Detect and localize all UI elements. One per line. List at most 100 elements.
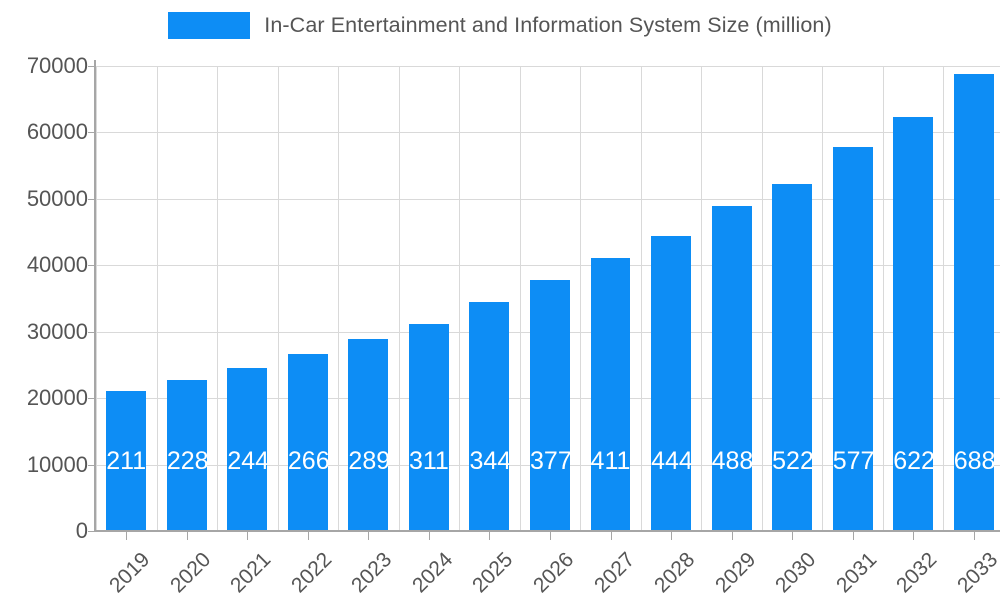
bar[interactable] xyxy=(106,390,147,531)
x-tick-label-text: 2032 xyxy=(892,548,942,598)
bar[interactable] xyxy=(348,339,389,531)
y-tick-label: 40000 xyxy=(26,252,88,278)
x-tick-mark xyxy=(610,532,612,540)
bar-group[interactable]: 44470 xyxy=(651,66,692,531)
y-tick-mark xyxy=(88,331,95,333)
x-tick-mark xyxy=(792,532,794,540)
gridline-vertical xyxy=(157,66,158,531)
gridline-vertical xyxy=(822,66,823,531)
gridline-vertical xyxy=(96,66,97,531)
x-tick-mark xyxy=(126,532,128,540)
bar-group[interactable]: 34472 xyxy=(469,66,510,531)
bar-group[interactable]: 52290 xyxy=(772,66,813,531)
gridline-vertical xyxy=(943,66,944,531)
y-tick-mark xyxy=(88,464,95,466)
x-tick-label-text: 2028 xyxy=(650,548,700,598)
y-tick-mark xyxy=(88,398,95,400)
x-tick-label-text: 2029 xyxy=(710,548,760,598)
x-tick-label-text: 2033 xyxy=(952,548,1000,598)
y-tick-label: 70000 xyxy=(26,53,88,78)
x-tick-mark xyxy=(247,532,249,540)
bar[interactable] xyxy=(166,379,207,531)
gridline-vertical xyxy=(338,66,339,531)
bar-group[interactable]: 21150 xyxy=(106,66,147,531)
y-tick-mark xyxy=(88,265,95,267)
x-tick-mark xyxy=(852,532,854,540)
bar[interactable] xyxy=(893,117,934,531)
x-tick-label-text: 2031 xyxy=(831,548,881,598)
bar[interactable] xyxy=(832,147,873,531)
x-tick-label-text: 2023 xyxy=(347,548,397,598)
gridline-vertical xyxy=(701,66,702,531)
bar[interactable] xyxy=(953,73,994,531)
x-tick-mark xyxy=(671,532,673,540)
gridline-horizontal xyxy=(96,198,1000,200)
y-tick-mark xyxy=(88,198,95,200)
y-tick-label: 30000 xyxy=(26,318,88,344)
legend-label: In-Car Entertainment and Information Sys… xyxy=(264,13,832,37)
bar-group[interactable]: 57760 xyxy=(832,66,873,531)
plot-area: 21150 22800 24480 26680 28900 31150 34472 37780… xyxy=(96,66,1000,532)
gridline-vertical xyxy=(641,66,642,531)
x-axis-line xyxy=(94,530,1000,532)
bar-group[interactable]: 41110 xyxy=(590,66,631,531)
x-tick-mark xyxy=(307,532,309,540)
bar[interactable] xyxy=(711,206,752,531)
y-axis-line xyxy=(94,60,96,532)
bar[interactable] xyxy=(772,183,813,531)
chart-legend: In-Car Entertainment and Information Sys… xyxy=(0,12,1000,39)
y-tick-label: 20000 xyxy=(26,385,88,411)
bar-group[interactable]: 62270 xyxy=(893,66,934,531)
legend-color-swatch xyxy=(168,12,251,39)
gridline-vertical xyxy=(883,66,884,531)
gridline-vertical xyxy=(217,66,218,531)
gridline-vertical xyxy=(459,66,460,531)
gridline-horizontal xyxy=(96,66,1000,67)
x-tick-mark xyxy=(186,532,188,540)
gridline-vertical xyxy=(580,66,581,531)
gridline-vertical xyxy=(762,66,763,531)
x-tick-mark xyxy=(368,532,370,540)
y-tick-label: 60000 xyxy=(26,119,88,145)
gridline-vertical xyxy=(399,66,400,531)
x-tick-label-text: 2027 xyxy=(589,548,639,598)
y-tick-mark xyxy=(88,531,95,532)
bar-group[interactable]: 31150 xyxy=(408,66,449,531)
bar-group[interactable]: 68830 xyxy=(953,66,994,531)
bar-group[interactable]: 28900 xyxy=(348,66,389,531)
gridline-vertical xyxy=(278,66,279,531)
x-tick-mark xyxy=(973,532,975,540)
x-tick-mark xyxy=(550,532,551,540)
x-tick-label-text: 2019 xyxy=(105,548,155,598)
x-tick-label-text: 2021 xyxy=(226,548,276,598)
x-tick-label-text: 2022 xyxy=(286,548,337,598)
bar[interactable] xyxy=(227,368,268,531)
y-tick-mark xyxy=(88,66,95,67)
gridline-horizontal xyxy=(96,132,1000,134)
x-tick-label-text: 2030 xyxy=(771,548,821,598)
x-tick-label-text: 2026 xyxy=(528,548,579,598)
bar[interactable] xyxy=(590,257,631,531)
x-tick-label-text: 2020 xyxy=(165,548,216,598)
y-tick-label: 0 xyxy=(75,518,88,543)
bar[interactable] xyxy=(651,235,692,531)
x-tick-mark xyxy=(428,532,430,540)
x-tick-mark xyxy=(731,532,733,540)
bar[interactable] xyxy=(469,302,510,531)
bar-group[interactable]: 37780 xyxy=(530,66,570,531)
y-tick-label: 50000 xyxy=(26,185,88,211)
bar-group[interactable]: 22800 xyxy=(166,66,207,531)
bar[interactable] xyxy=(287,353,328,531)
bar-group[interactable]: 48860 xyxy=(711,66,752,531)
x-tick-label-text: 2024 xyxy=(407,548,458,598)
y-tick-mark xyxy=(88,132,95,134)
y-axis-labels: 0 10000 20000 30000 40000 50000 60000 70000 xyxy=(0,53,88,543)
gridline-horizontal xyxy=(96,265,1000,267)
y-tick-label: 10000 xyxy=(26,451,88,477)
bar[interactable] xyxy=(530,280,570,531)
x-tick-mark xyxy=(489,532,491,540)
bar[interactable] xyxy=(408,324,449,531)
bar-group[interactable]: 24480 xyxy=(227,66,268,531)
bar-group[interactable]: 26680 xyxy=(287,66,328,531)
